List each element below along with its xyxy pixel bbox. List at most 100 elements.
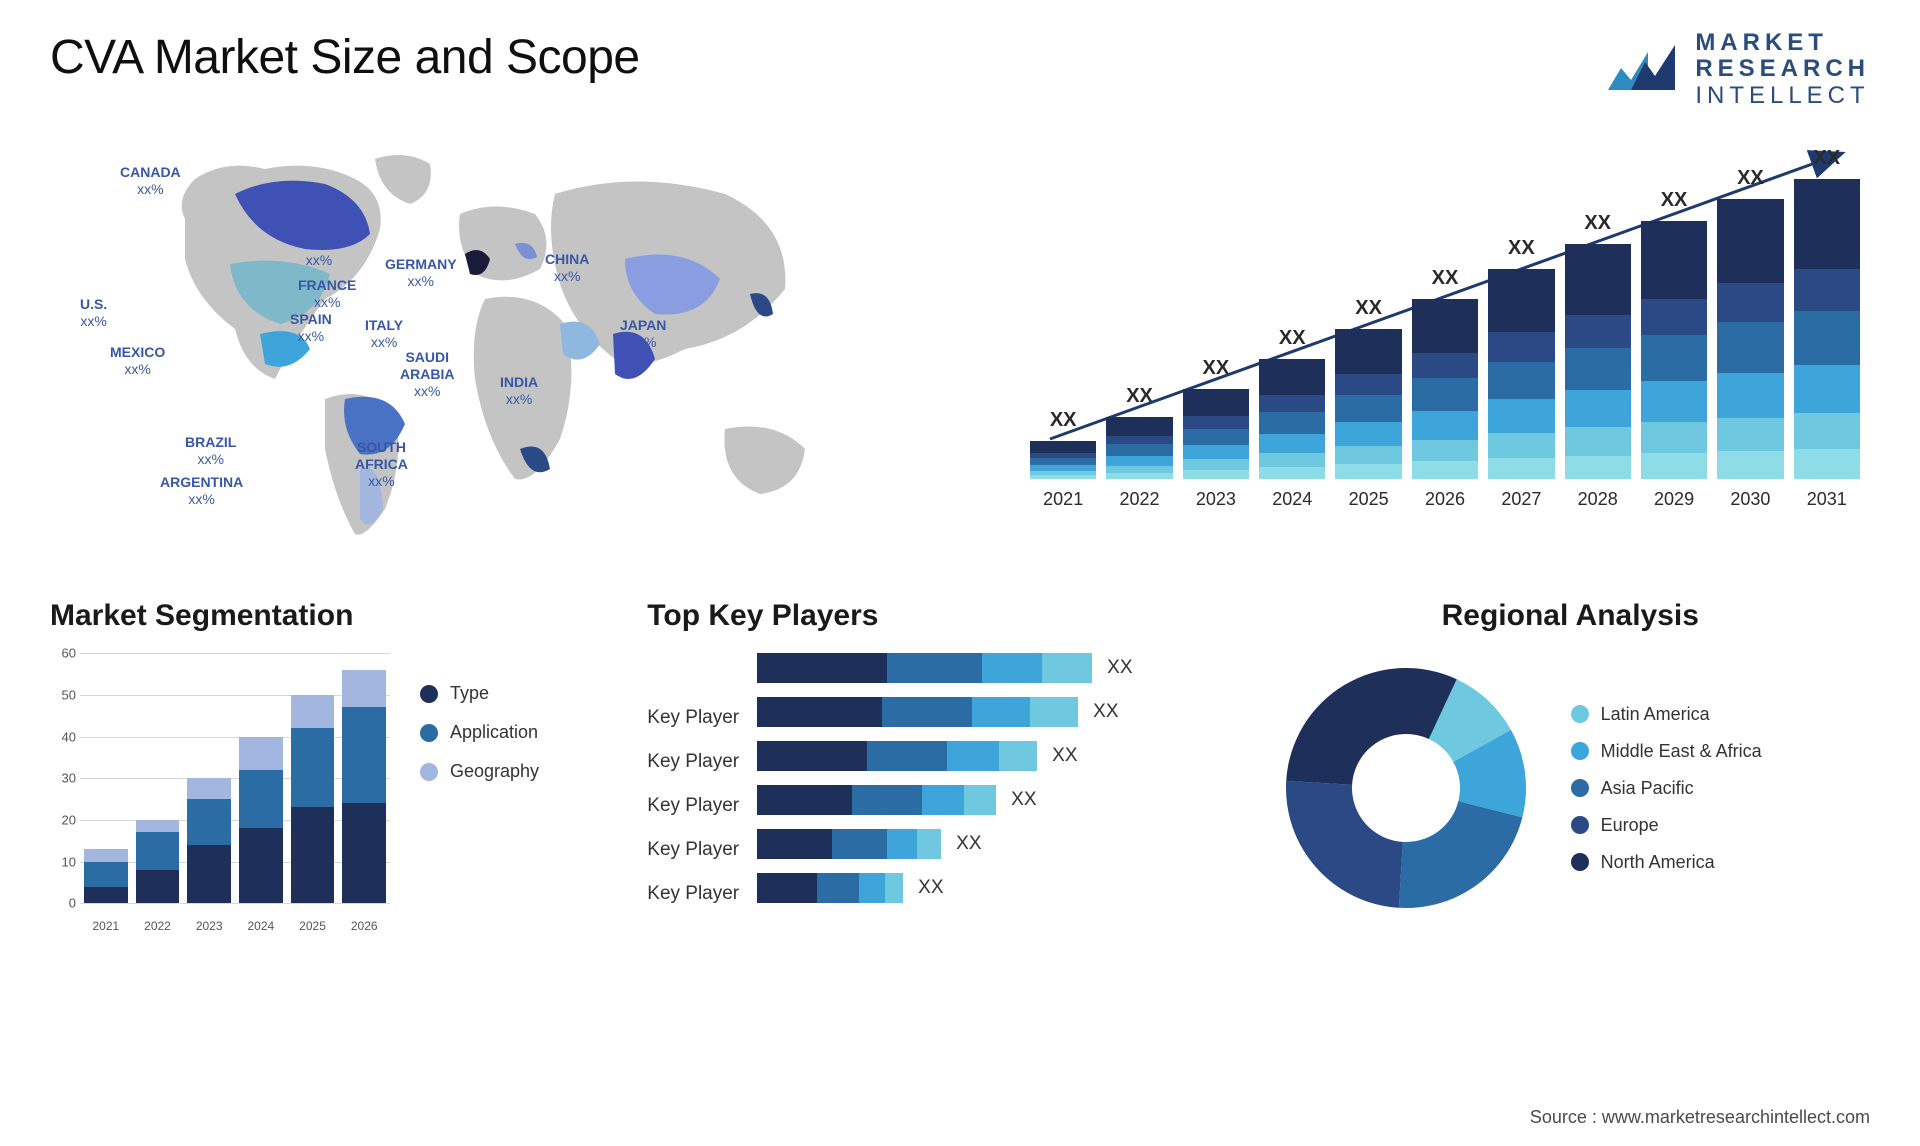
seg-bar [84, 849, 128, 903]
seg-bar [342, 670, 386, 903]
player-bar-row: XX [757, 829, 1220, 859]
map-label-us: U.S.xx% [80, 296, 107, 330]
growth-bar: XX [1565, 244, 1631, 479]
player-label: Key Player [647, 879, 739, 909]
seg-bar [187, 778, 231, 903]
seg-xlabel: 2023 [187, 919, 231, 933]
player-bar-row: XX [757, 741, 1220, 771]
growth-bar-label: XX [1641, 189, 1707, 212]
growth-xlabel: 2021 [1030, 489, 1096, 510]
seg-ytick: 20 [62, 812, 76, 827]
growth-bar: XX [1717, 199, 1783, 479]
seg-xlabel: 2024 [239, 919, 283, 933]
segmentation-title: Market Segmentation [50, 599, 597, 633]
key-players-title: Top Key Players [647, 599, 1220, 633]
seg-ytick: 30 [62, 771, 76, 786]
regional-panel: Regional Analysis Latin AmericaMiddle Ea… [1271, 599, 1870, 933]
legend-item: Geography [420, 761, 539, 782]
growth-xlabel: 2031 [1794, 489, 1860, 510]
donut-segment [1398, 801, 1521, 908]
legend-item: Latin America [1571, 704, 1762, 725]
seg-ytick: 50 [62, 687, 76, 702]
player-bar-value: XX [1052, 745, 1077, 767]
player-bar-row: XX [757, 785, 1220, 815]
growth-bar: XX [1106, 417, 1172, 479]
growth-bar-label: XX [1106, 385, 1172, 408]
growth-xlabel: 2022 [1106, 489, 1172, 510]
donut-segment [1286, 781, 1403, 908]
player-label: Key Player [647, 835, 739, 865]
logo-icon [1603, 40, 1683, 100]
growth-bar: XX [1412, 299, 1478, 479]
world-map-section: CANADAxx%U.S.xx%MEXICOxx%BRAZILxx%ARGENT… [50, 139, 960, 549]
player-label: Key Player [647, 747, 739, 777]
map-label-france: FRANCExx% [298, 277, 356, 311]
map-label-saudiarabia: SAUDIARABIAxx% [400, 349, 454, 399]
top-row: CANADAxx%U.S.xx%MEXICOxx%BRAZILxx%ARGENT… [50, 139, 1870, 549]
growth-bar: XX [1641, 221, 1707, 479]
seg-xlabel: 2021 [84, 919, 128, 933]
player-bar-row: XX [757, 697, 1220, 727]
legend-item: Middle East & Africa [1571, 741, 1762, 762]
player-bar-value: XX [918, 877, 943, 899]
growth-bar: XX [1794, 179, 1860, 479]
growth-bar: XX [1030, 441, 1096, 479]
growth-bar-label: XX [1794, 147, 1860, 170]
map-label-spain: SPAINxx% [290, 311, 332, 345]
donut-segment [1286, 668, 1457, 785]
legend-item: North America [1571, 852, 1762, 873]
seg-bar [239, 737, 283, 904]
growth-xlabel: 2023 [1183, 489, 1249, 510]
regional-legend: Latin America Middle East & Africa Asia Pa… [1571, 704, 1762, 873]
growth-bar-label: XX [1335, 297, 1401, 320]
map-label-argentina: ARGENTINAxx% [160, 474, 243, 508]
regional-donut-chart [1271, 653, 1541, 923]
growth-bar-chart: XXXXXXXXXXXXXXXXXXXXXX 20212022202320242… [1020, 139, 1870, 549]
map-label-southafrica: SOUTHAFRICAxx% [355, 439, 408, 489]
header: CVA Market Size and Scope MARKET RESEARC… [50, 30, 1870, 109]
page-title: CVA Market Size and Scope [50, 30, 640, 85]
map-label-brazil: BRAZILxx% [185, 434, 236, 468]
growth-xlabel: 2029 [1641, 489, 1707, 510]
player-bar-row: XX [757, 873, 1220, 903]
map-label-germany: GERMANYxx% [385, 256, 457, 290]
map-label-italy: ITALYxx% [365, 317, 403, 351]
player-bar-value: XX [1093, 701, 1118, 723]
growth-xlabel: 2027 [1488, 489, 1554, 510]
seg-ytick: 40 [62, 729, 76, 744]
growth-bar-label: XX [1412, 267, 1478, 290]
key-players-chart: XX XX XX XX XX XX [757, 653, 1220, 909]
legend-item: Asia Pacific [1571, 778, 1762, 799]
seg-bar [291, 695, 335, 903]
growth-xlabel: 2024 [1259, 489, 1325, 510]
key-players-panel: Top Key Players Key Player Key Player Key … [647, 599, 1220, 933]
seg-xlabel: 2022 [136, 919, 180, 933]
growth-bar-label: XX [1183, 357, 1249, 380]
map-label-uk: U.K.xx% [305, 235, 333, 269]
seg-xlabel: 2025 [291, 919, 335, 933]
growth-bar: XX [1488, 269, 1554, 479]
legend-item: Application [420, 722, 539, 743]
growth-bar-label: XX [1565, 212, 1631, 235]
seg-ytick: 0 [69, 896, 76, 911]
seg-ytick: 60 [62, 646, 76, 661]
player-bar-value: XX [956, 833, 981, 855]
growth-xlabel: 2028 [1565, 489, 1631, 510]
segmentation-chart: 0102030405060 202120222023202420252026 [50, 653, 390, 933]
growth-bar-label: XX [1488, 237, 1554, 260]
legend-item: Europe [1571, 815, 1762, 836]
segmentation-panel: Market Segmentation 0 10 20 30 40 50 60 2021 20… [50, 599, 597, 933]
seg-ytick: 10 [62, 854, 76, 869]
logo-text: MARKET RESEARCH INTELLECT [1695, 30, 1870, 109]
source-attribution: Source : www.marketresearchintellect.com [1530, 1107, 1870, 1128]
map-label-india: INDIAxx% [500, 374, 538, 408]
growth-xlabel: 2030 [1717, 489, 1783, 510]
map-label-china: CHINAxx% [545, 251, 589, 285]
growth-xlabel: 2026 [1412, 489, 1478, 510]
player-bar-value: XX [1107, 657, 1132, 679]
growth-bar-label: XX [1717, 167, 1783, 190]
map-label-japan: JAPANxx% [620, 317, 666, 351]
map-label-canada: CANADAxx% [120, 164, 181, 198]
player-label: Key Player [647, 703, 739, 733]
player-label: Key Player [647, 791, 739, 821]
